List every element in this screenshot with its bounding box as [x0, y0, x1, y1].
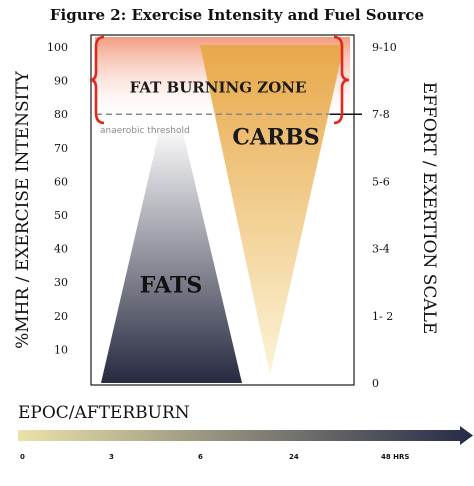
epoc-tick-label: 6 — [198, 453, 203, 461]
y-tick-label: 80 — [54, 108, 68, 121]
chart-title: Figure 2: Exercise Intensity and Fuel So… — [49, 6, 425, 24]
y-axis-label: %MHR / EXERCISE INTENSITY — [13, 70, 33, 349]
zone-bracket-left — [89, 35, 105, 125]
y-tick-label: 70 — [54, 142, 68, 155]
y2-tick-label: 7-8 — [372, 108, 390, 121]
epoc-tick-label: 48 HRS — [381, 453, 409, 461]
fats-area — [101, 123, 242, 384]
carbs-area — [200, 45, 344, 375]
epoc-arrow — [18, 426, 473, 445]
y2-axis-ticks: 9-10 7-8 5-6 3-4 1- 2 0 — [372, 41, 397, 390]
y-tick-label: 10 — [54, 343, 68, 356]
epoc-tick-label: 3 — [109, 453, 114, 461]
plot-frame — [90, 34, 355, 386]
fats-label: FATS — [140, 272, 202, 298]
y-tick-label: 100 — [47, 41, 68, 54]
zone-bracket-right — [333, 35, 350, 125]
epoc-ticks: 0 3 6 24 48 HRS — [20, 453, 409, 461]
y-tick-label: 30 — [54, 276, 68, 289]
anaerobic-threshold-label: anaerobic threshold — [100, 126, 190, 136]
y2-tick-label: 1- 2 — [372, 310, 393, 323]
y-axis-ticks: 10 20 30 40 50 60 70 80 90 100 — [47, 41, 68, 356]
y-tick-label: 40 — [54, 243, 68, 256]
epoc-tick-label: 0 — [20, 453, 25, 461]
y-tick-label: 60 — [54, 175, 68, 188]
epoc-tick-label: 24 — [289, 453, 299, 461]
y2-tick-label: 3-4 — [372, 243, 390, 256]
y-tick-label: 90 — [54, 75, 68, 88]
y2-tick-label: 0 — [372, 377, 379, 390]
y-tick-label: 50 — [54, 209, 68, 222]
fat-burning-zone-label: FAT BURNING ZONE — [130, 78, 307, 96]
carbs-label: CARBS — [232, 124, 319, 150]
y2-tick-label: 9-10 — [372, 41, 397, 54]
epoc-title: EPOC/AFTERBURN — [18, 403, 190, 423]
y2-tick-label: 5-6 — [372, 175, 390, 188]
y-tick-label: 20 — [54, 310, 68, 323]
y2-axis-label: EFFORT / EXERTION SCALE — [419, 82, 439, 335]
